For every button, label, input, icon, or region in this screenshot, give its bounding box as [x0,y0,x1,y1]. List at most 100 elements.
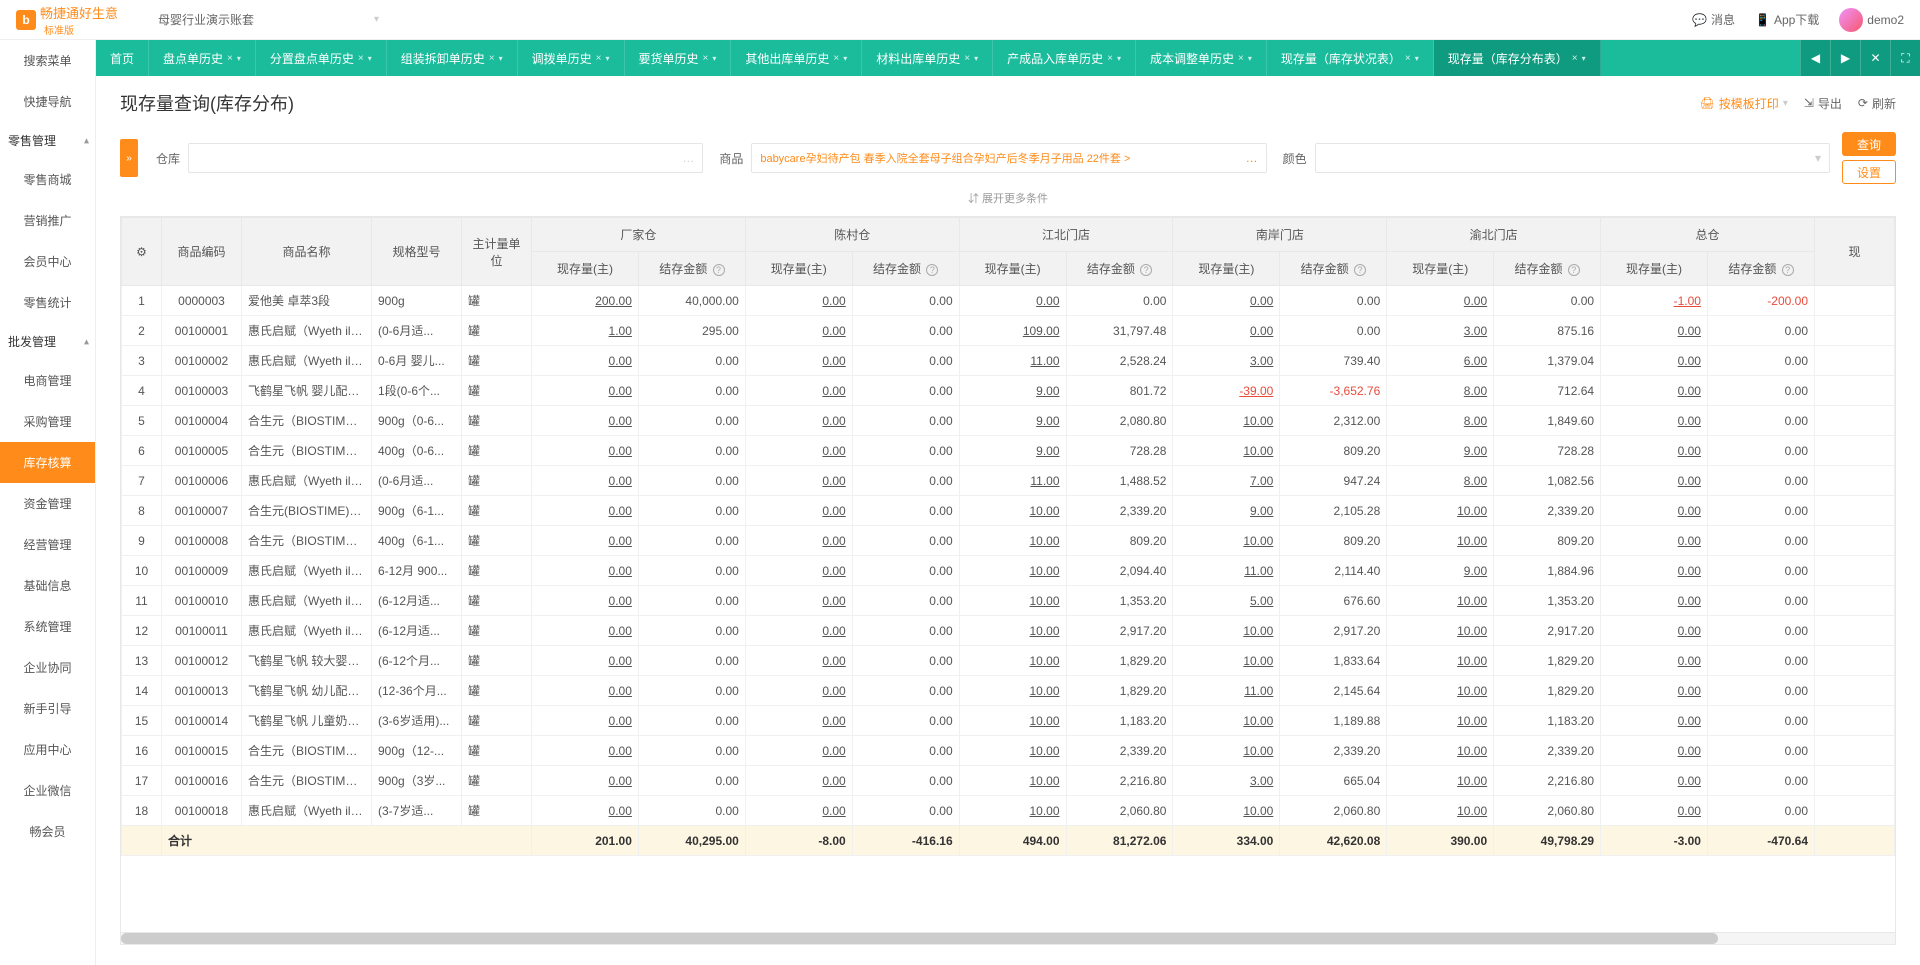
cell-qty[interactable]: 0.00 [1601,436,1708,466]
cell-qty[interactable]: 10.00 [959,526,1066,556]
cell-qty[interactable]: 10.00 [1387,676,1494,706]
cell-qty[interactable]: 0.00 [745,376,852,406]
account-selector[interactable]: 母婴行业演示账套 ▾ [158,11,379,28]
cell-qty[interactable]: 0.00 [1601,556,1708,586]
cell-qty[interactable]: 11.00 [1173,556,1280,586]
cell-qty[interactable]: 10.00 [959,496,1066,526]
cell-qty[interactable]: 0.00 [532,556,639,586]
close-icon[interactable]: × [1405,53,1411,64]
col-gear[interactable]: ⚙ [122,218,162,286]
cell-qty[interactable]: 0.00 [745,586,852,616]
cell-qty[interactable]: 0.00 [745,526,852,556]
cell-qty[interactable]: 0.00 [532,616,639,646]
user-menu[interactable]: demo2 [1839,8,1904,32]
cell-qty[interactable]: 0.00 [532,376,639,406]
cell-qty[interactable]: 8.00 [1387,376,1494,406]
cell-qty[interactable]: 10.00 [959,706,1066,736]
cell-qty[interactable]: 0.00 [745,736,852,766]
sidebar-item[interactable]: 企业微信 [0,770,95,811]
cell-qty[interactable]: 0.00 [745,436,852,466]
sidebar-item[interactable]: 零售统计 [0,282,95,323]
cell-qty[interactable]: 10.00 [1387,496,1494,526]
cell-qty[interactable]: -1.00 [1601,286,1708,316]
cell-qty[interactable]: 0.00 [532,706,639,736]
cell-qty[interactable]: 10.00 [1173,706,1280,736]
help-icon[interactable]: ? [1782,264,1794,276]
cell-qty[interactable]: 0.00 [532,736,639,766]
cell-qty[interactable]: 0.00 [745,556,852,586]
close-icon[interactable]: × [833,53,839,64]
cell-qty[interactable]: 1.00 [532,316,639,346]
cell-qty[interactable]: 11.00 [959,466,1066,496]
sidebar-quick[interactable]: 快捷导航 [0,81,95,122]
tab[interactable]: 现存量（库存分布表） × ▾ [1434,40,1601,76]
cell-qty[interactable]: 8.00 [1387,406,1494,436]
close-icon[interactable]: × [358,53,364,64]
cell-qty[interactable]: 0.00 [532,406,639,436]
cell-qty[interactable]: 0.00 [1601,616,1708,646]
cell-qty[interactable]: 0.00 [1601,646,1708,676]
color-input[interactable]: ▾ [1315,143,1830,173]
tab-close-all[interactable]: ✕ [1860,40,1890,76]
sidebar-item[interactable]: 应用中心 [0,729,95,770]
cell-qty[interactable]: 0.00 [532,346,639,376]
cell-qty[interactable]: 0.00 [745,646,852,676]
cell-qty[interactable]: 0.00 [1601,346,1708,376]
tab[interactable]: 成本调整单历史 × ▾ [1136,40,1267,76]
cell-qty[interactable]: 0.00 [532,646,639,676]
close-icon[interactable]: × [1238,53,1244,64]
tab[interactable]: 要货单历史 × ▾ [625,40,732,76]
cell-qty[interactable]: 5.00 [1173,586,1280,616]
sidebar-item[interactable]: 资金管理 [0,483,95,524]
scrollbar-thumb[interactable] [121,933,1718,944]
cell-qty[interactable]: 11.00 [959,346,1066,376]
sidebar-item[interactable]: 库存核算 [0,442,95,483]
cell-qty[interactable]: 10.00 [1387,646,1494,676]
cell-qty[interactable]: 9.00 [959,376,1066,406]
tab-scroll-left[interactable]: ◀ [1800,40,1830,76]
cell-qty[interactable]: 10.00 [959,796,1066,826]
collapse-search-button[interactable]: » [120,139,138,177]
cell-qty[interactable]: 10.00 [1173,436,1280,466]
sidebar-item[interactable]: 采购管理 [0,401,95,442]
cell-qty[interactable]: 8.00 [1387,466,1494,496]
close-icon[interactable]: × [1572,53,1578,64]
tab[interactable]: 盘点单历史 × ▾ [149,40,256,76]
tab[interactable]: 材料出库单历史 × ▾ [862,40,993,76]
cell-qty[interactable]: 10.00 [959,616,1066,646]
cell-qty[interactable]: 3.00 [1387,316,1494,346]
tab[interactable]: 其他出库单历史 × ▾ [731,40,862,76]
cell-qty[interactable]: 0.00 [1601,406,1708,436]
cell-qty[interactable]: 3.00 [1173,766,1280,796]
sidebar-item[interactable]: 营销推广 [0,200,95,241]
cell-qty[interactable]: 0.00 [1601,376,1708,406]
tab[interactable]: 组装拆卸单历史 × ▾ [387,40,518,76]
cell-qty[interactable]: 0.00 [1601,676,1708,706]
cell-qty[interactable]: 10.00 [1387,616,1494,646]
sidebar-group-title[interactable]: 零售管理▴ [0,122,95,159]
cell-qty[interactable]: 0.00 [532,496,639,526]
close-icon[interactable]: × [489,53,495,64]
sidebar-item[interactable]: 电商管理 [0,360,95,401]
cell-qty[interactable]: 10.00 [1173,406,1280,436]
cell-qty[interactable]: 0.00 [745,406,852,436]
cell-qty[interactable]: 9.00 [959,436,1066,466]
messages-link[interactable]: 💬 消息 [1692,11,1735,28]
cell-qty[interactable]: 0.00 [745,346,852,376]
product-input[interactable]: babycare孕妇待产包 春季入院全套母子组合孕妇产后冬季月子用品 22件套 … [751,143,1266,173]
cell-qty[interactable]: 9.00 [1173,496,1280,526]
cell-qty[interactable]: 0.00 [532,676,639,706]
cell-qty[interactable]: 10.00 [1387,586,1494,616]
cell-qty[interactable]: 10.00 [959,646,1066,676]
cell-qty[interactable]: 7.00 [1173,466,1280,496]
sidebar-item[interactable]: 经营管理 [0,524,95,565]
help-icon[interactable]: ? [1140,264,1152,276]
app-download-link[interactable]: 📱 App下载 [1755,11,1819,28]
tab[interactable]: 产成品入库单历史 × ▾ [993,40,1136,76]
cell-qty[interactable]: 0.00 [1601,736,1708,766]
cell-qty[interactable]: 10.00 [1387,736,1494,766]
cell-qty[interactable]: 0.00 [532,436,639,466]
cell-qty[interactable]: 0.00 [745,706,852,736]
cell-qty[interactable]: 0.00 [532,526,639,556]
cell-qty[interactable]: 0.00 [745,316,852,346]
